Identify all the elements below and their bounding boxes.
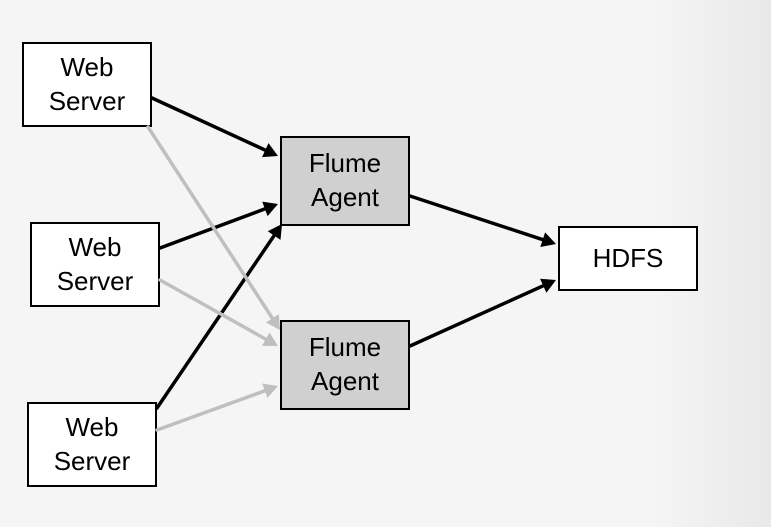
edge-arrowhead — [268, 224, 282, 240]
edge-line — [152, 98, 267, 151]
node-hdfs: HDFS — [558, 226, 698, 291]
node-webserver-1: WebServer — [22, 42, 152, 127]
node-label: FlumeAgent — [309, 147, 381, 215]
node-label: WebServer — [57, 231, 134, 299]
edge-line — [160, 208, 266, 248]
node-label: HDFS — [593, 242, 664, 276]
edge-line — [157, 234, 275, 408]
edge-arrowhead — [262, 384, 278, 398]
edge-line — [148, 127, 273, 319]
edge-arrowhead — [266, 314, 280, 330]
edge-arrowhead — [262, 202, 278, 216]
node-label: WebServer — [54, 411, 131, 479]
edge-arrowhead — [540, 232, 556, 247]
node-label: FlumeAgent — [309, 331, 381, 399]
node-webserver-2: WebServer — [30, 222, 160, 307]
edge-line — [157, 390, 266, 430]
edge-arrowhead — [262, 332, 278, 346]
edge-line — [160, 280, 267, 340]
node-label: WebServer — [49, 51, 126, 119]
edge-arrowhead — [262, 143, 278, 157]
node-flume-agent-1: FlumeAgent — [280, 136, 410, 226]
edge-line — [410, 285, 545, 346]
node-webserver-3: WebServer — [27, 402, 157, 487]
edge-arrowhead — [540, 279, 556, 293]
edge-line — [410, 196, 544, 240]
node-flume-agent-2: FlumeAgent — [280, 320, 410, 410]
